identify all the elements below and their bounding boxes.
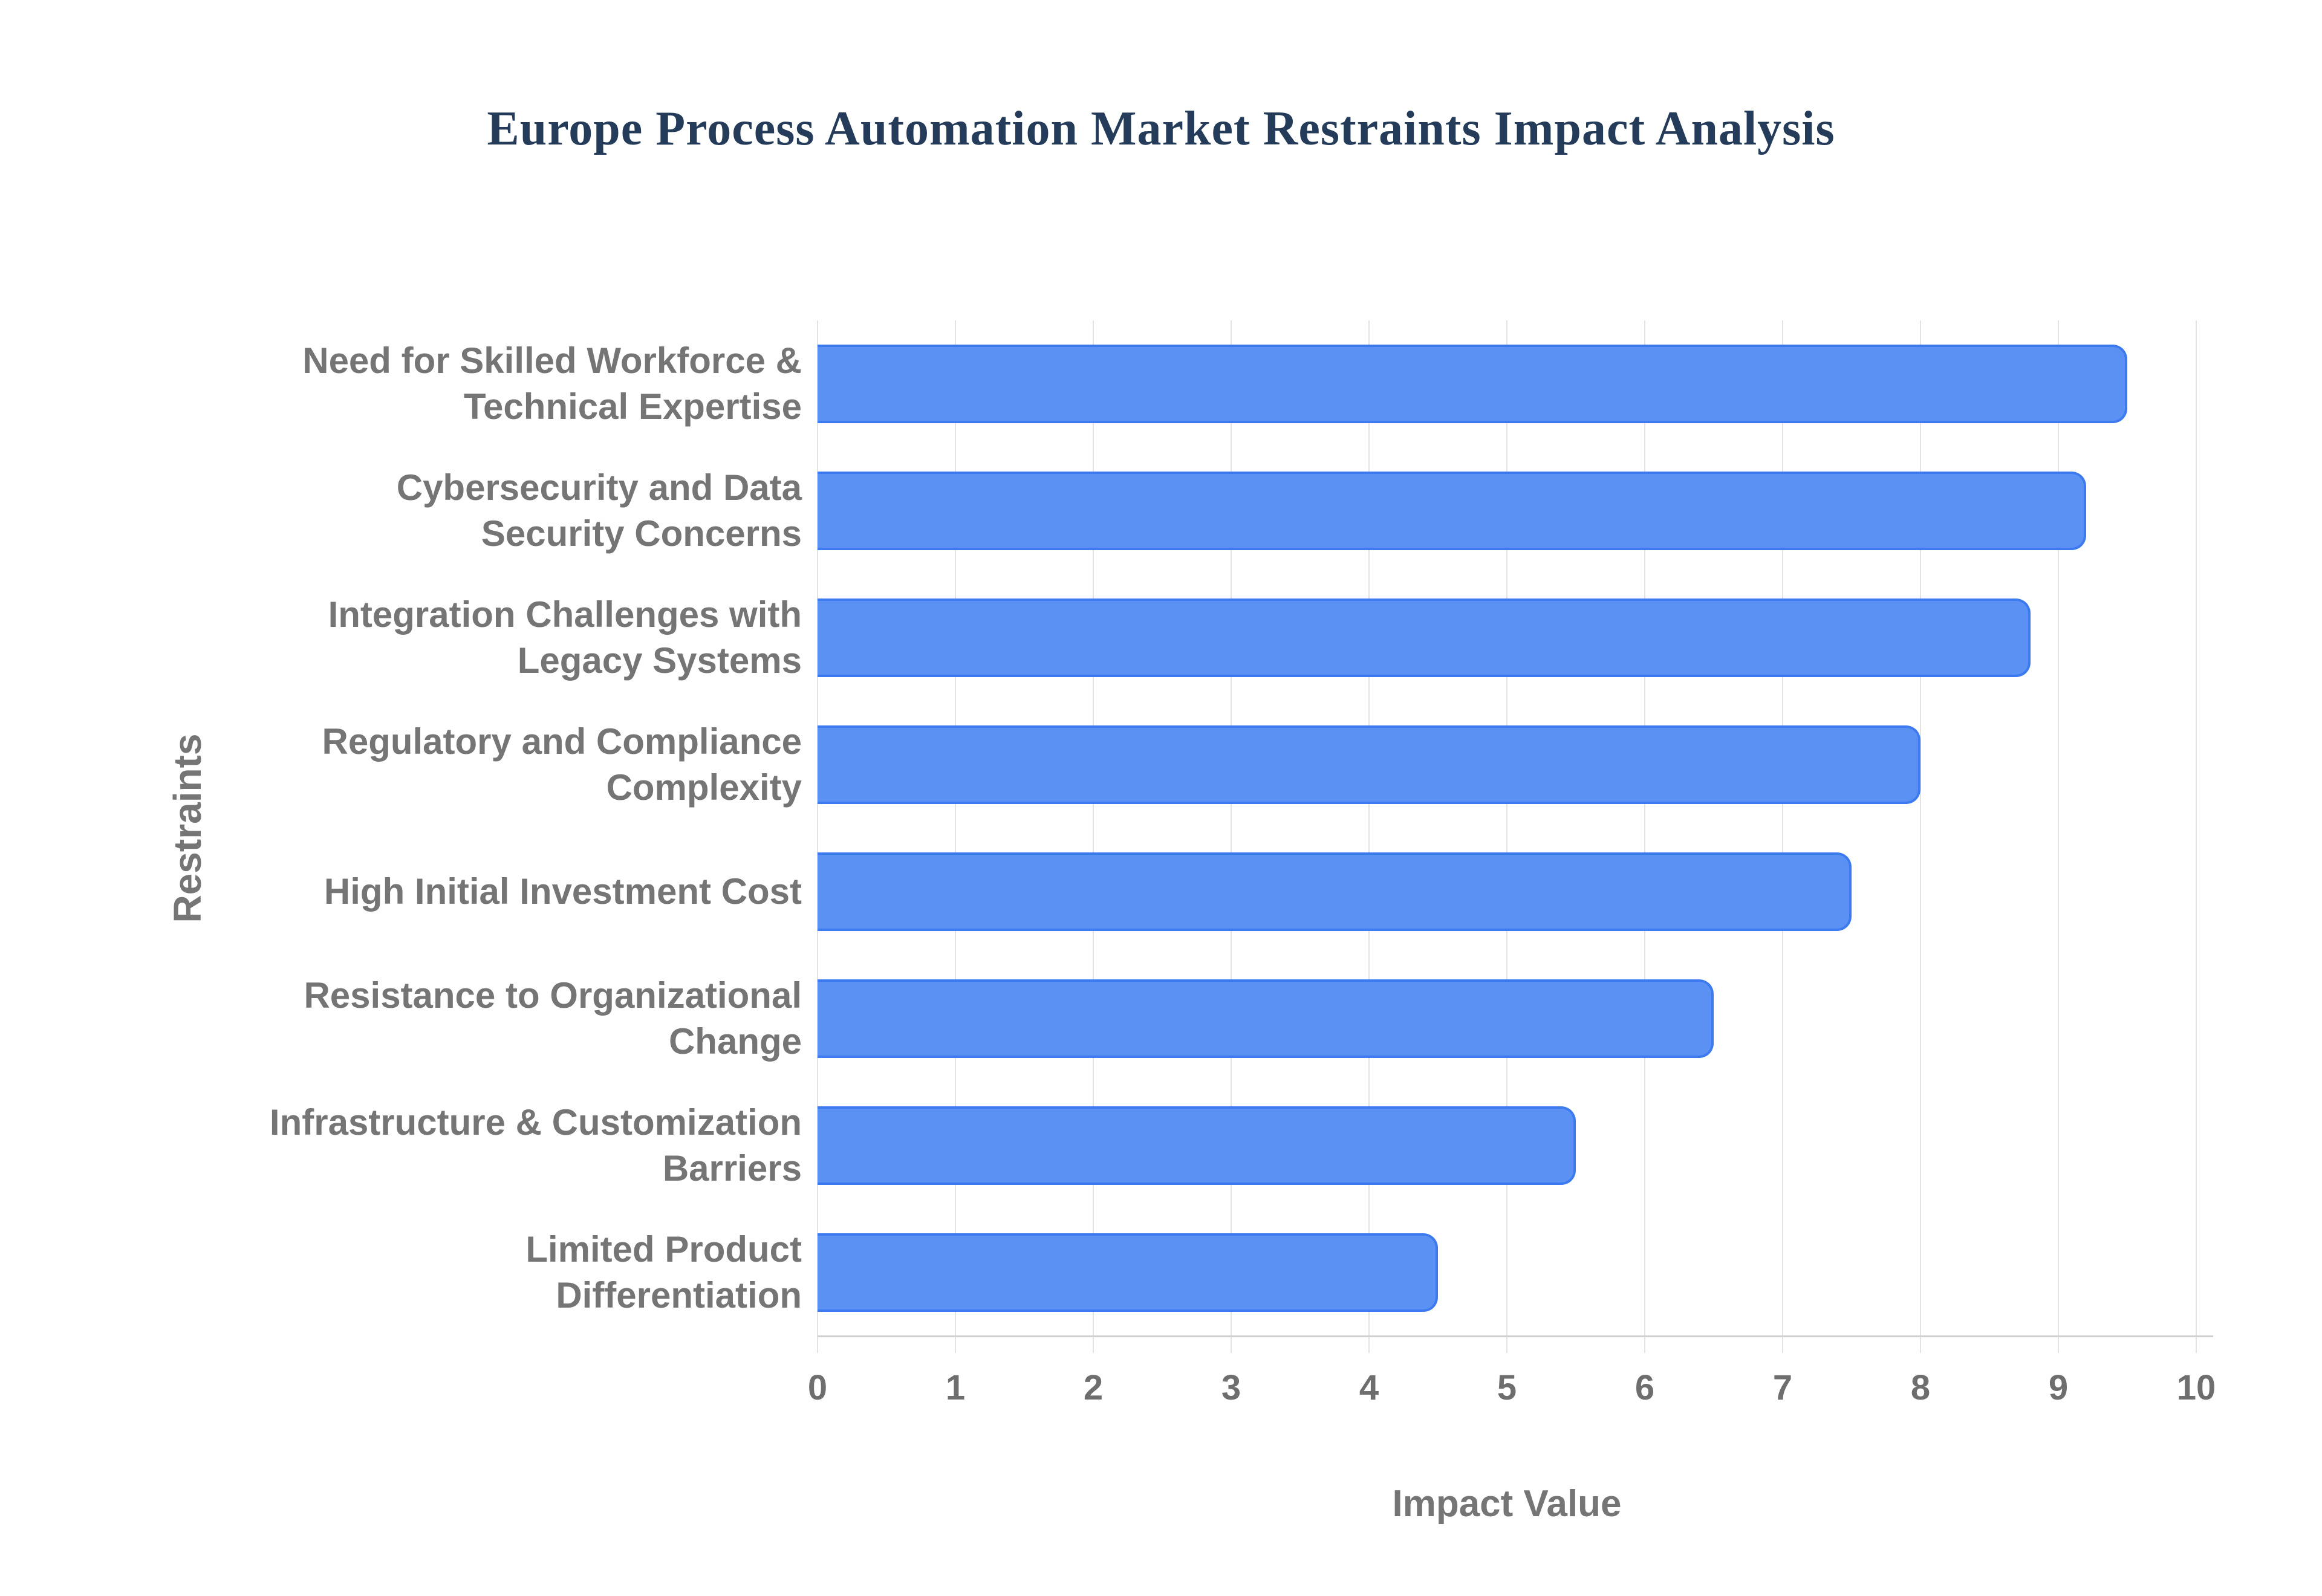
- gridline: [1920, 320, 1921, 1336]
- plot-area: [817, 320, 2213, 1353]
- x-tick-label: 7: [1772, 1368, 1793, 1407]
- x-axis-title: Impact Value: [1392, 1483, 1622, 1525]
- x-tick-label: 5: [1497, 1368, 1517, 1407]
- bar-4[interactable]: [818, 852, 1852, 931]
- gridline: [1644, 320, 1645, 1336]
- category-label: Resistance to Organizational Change: [304, 975, 802, 1062]
- gridline: [1506, 320, 1507, 1336]
- x-tick-label: 9: [2048, 1368, 2069, 1407]
- x-tick-label: 0: [807, 1368, 828, 1407]
- gridline: [1093, 320, 1094, 1336]
- axis-tick-mark: [1231, 1336, 1232, 1353]
- category-label: Integration Challenges with Legacy System…: [328, 594, 802, 681]
- gridline: [2196, 320, 2197, 1336]
- bar-2[interactable]: [818, 598, 2031, 677]
- x-tick-label: 2: [1083, 1368, 1104, 1407]
- axis-tick-mark: [817, 1336, 818, 1353]
- x-tick-label: 8: [1910, 1368, 1931, 1407]
- category-label: Regulatory and Compliance Complexity: [322, 721, 802, 808]
- axis-tick-mark: [1506, 1336, 1507, 1353]
- axis-tick-mark: [1920, 1336, 1921, 1353]
- category-label: Infrastructure & Customization Barriers: [269, 1102, 802, 1189]
- axis-tick-mark: [2058, 1336, 2059, 1353]
- x-tick-label: 1: [945, 1368, 966, 1407]
- gridline: [1782, 320, 1783, 1336]
- axis-tick-mark: [1093, 1336, 1094, 1353]
- gridline: [1231, 320, 1232, 1336]
- axis-tick-mark: [2196, 1336, 2197, 1353]
- x-tick-label: 6: [1634, 1368, 1655, 1407]
- x-tick-label: 10: [2176, 1368, 2216, 1407]
- axis-tick-mark: [955, 1336, 956, 1353]
- axis-tick-mark: [1644, 1336, 1645, 1353]
- x-axis-line: [818, 1335, 2213, 1337]
- bar-6[interactable]: [818, 1106, 1576, 1185]
- category-label: Cybersecurity and Data Security Concerns: [396, 467, 802, 554]
- axis-tick-mark: [1368, 1336, 1370, 1353]
- axis-tick-mark: [1782, 1336, 1783, 1353]
- bar-3[interactable]: [818, 725, 1920, 804]
- category-label: Need for Skilled Workforce & Technical Ex…: [302, 340, 802, 427]
- bar-0[interactable]: [818, 345, 2127, 423]
- chart-title: Europe Process Automation Market Restrai…: [487, 102, 1835, 155]
- bar-7[interactable]: [818, 1233, 1438, 1312]
- gridline: [955, 320, 956, 1336]
- x-tick-label: 3: [1221, 1368, 1241, 1407]
- gridline: [1368, 320, 1370, 1336]
- bar-5[interactable]: [818, 979, 1714, 1058]
- gridline: [2058, 320, 2059, 1336]
- category-label: Limited Product Differentiation: [525, 1229, 802, 1315]
- x-tick-label: 4: [1359, 1368, 1379, 1407]
- gridline: [817, 320, 818, 1336]
- category-labels: Need for Skilled Workforce & Technical Ex…: [91, 320, 818, 1336]
- category-label: High Initial Investment Cost: [324, 871, 802, 912]
- bar-1[interactable]: [818, 472, 2086, 550]
